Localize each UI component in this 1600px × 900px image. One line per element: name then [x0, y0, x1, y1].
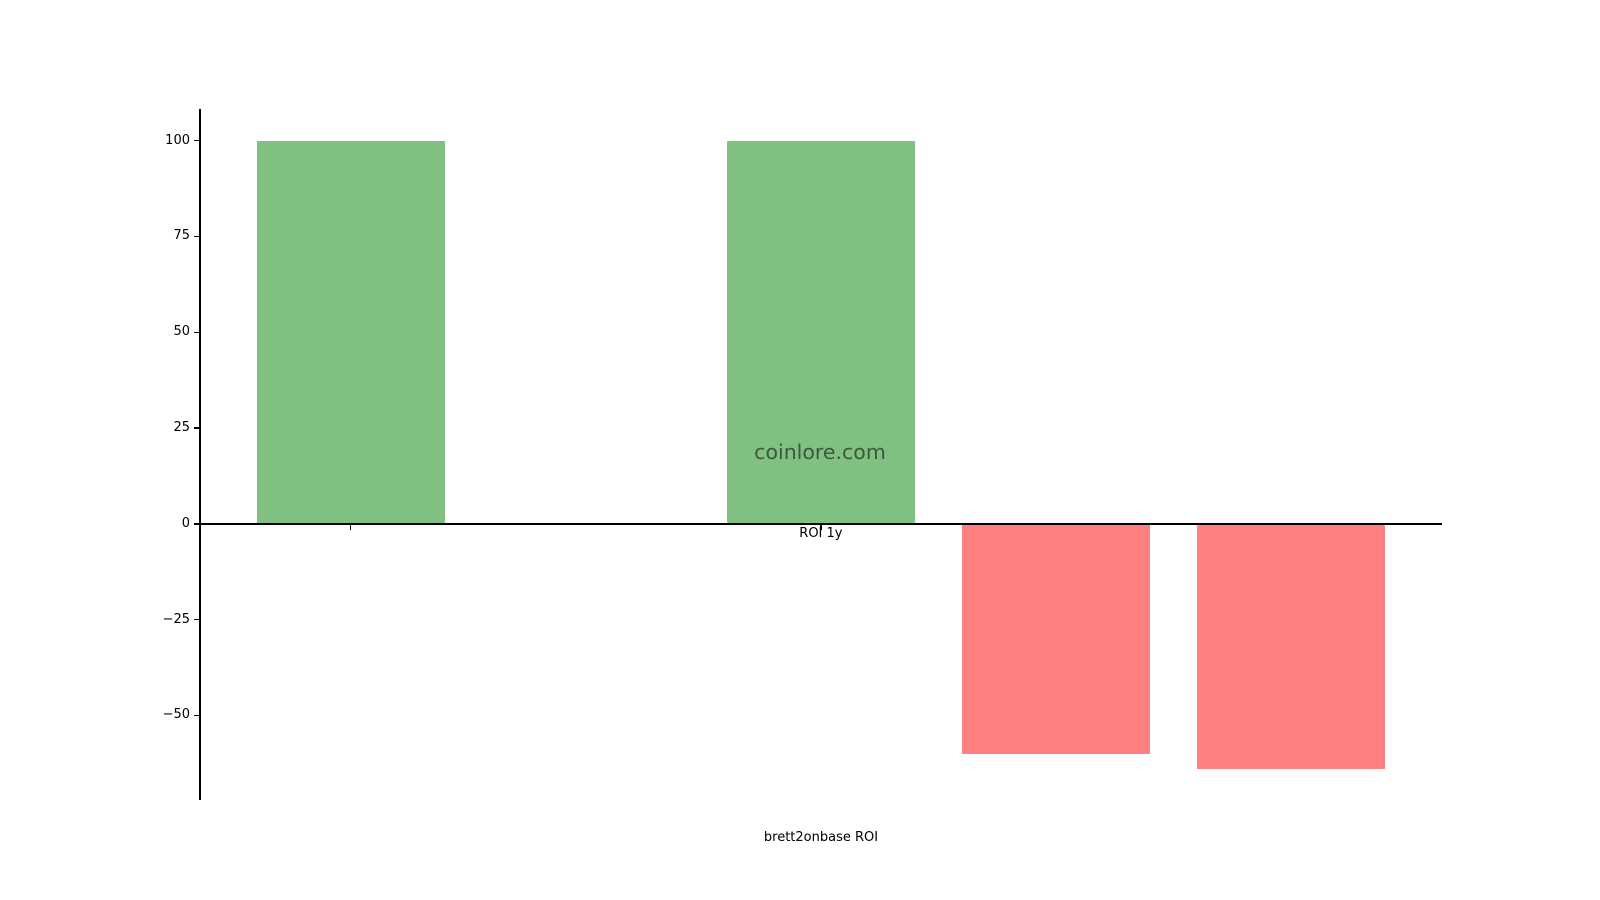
y-tick [194, 618, 200, 621]
y-tick-label: −25 [162, 611, 190, 627]
x-axis-zero-line [200, 523, 1442, 525]
y-tick [194, 331, 200, 333]
x-tick [349, 523, 352, 530]
y-axis-spine [199, 109, 201, 800]
y-tick-label: −50 [162, 707, 190, 723]
y-tick [194, 427, 200, 429]
watermark-text: coinlore.com [754, 440, 886, 464]
bar-negative [962, 523, 1151, 754]
y-tick [194, 523, 200, 525]
x-tick-label: ROI 1y [799, 525, 843, 541]
y-tick-label: 50 [173, 324, 190, 340]
bar-positive [726, 140, 915, 524]
y-tick-label: 0 [181, 515, 190, 531]
y-tick [194, 714, 200, 717]
bar-positive [256, 140, 445, 524]
y-tick [194, 139, 200, 142]
y-tick-label: 100 [165, 132, 190, 148]
y-tick [194, 235, 200, 238]
x-axis-title: brett2onbase ROI [763, 830, 879, 845]
x-tick [820, 523, 822, 530]
y-tick-label: 75 [173, 228, 190, 244]
bar-negative [1197, 523, 1386, 769]
y-tick-label: 25 [173, 420, 190, 436]
